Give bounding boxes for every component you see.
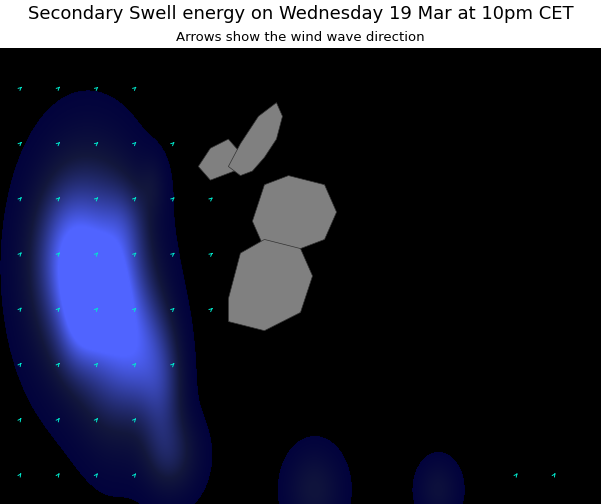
Polygon shape xyxy=(228,103,282,175)
Polygon shape xyxy=(252,175,337,253)
Polygon shape xyxy=(228,239,313,331)
Text: Arrows show the wind wave direction: Arrows show the wind wave direction xyxy=(176,31,425,44)
Text: Secondary Swell energy on Wednesday 19 Mar at 10pm CET: Secondary Swell energy on Wednesday 19 M… xyxy=(28,6,573,23)
Polygon shape xyxy=(198,139,240,180)
